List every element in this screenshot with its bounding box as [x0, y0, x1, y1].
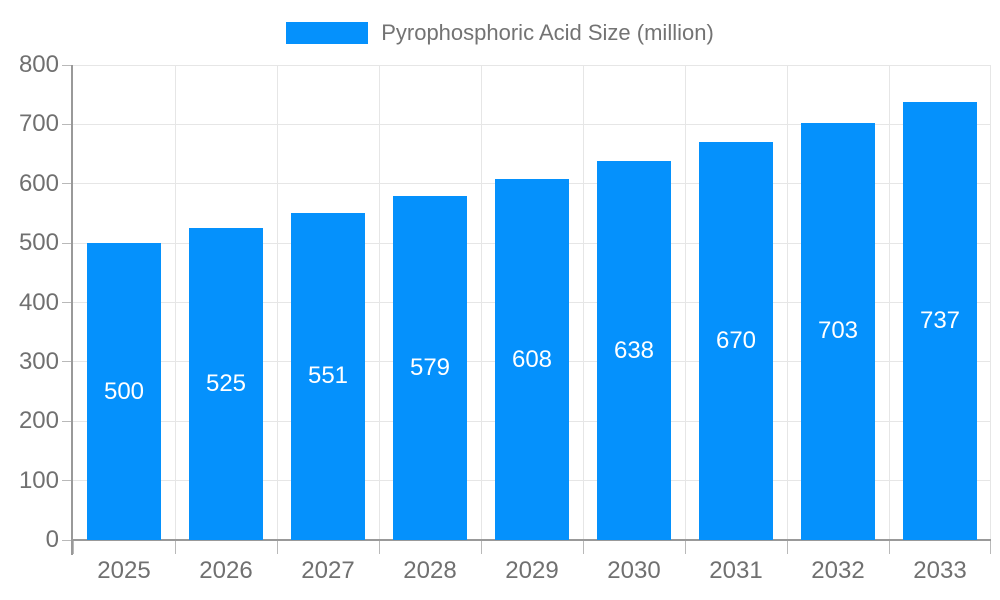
y-axis-tick-label: 500 [18, 229, 59, 257]
y-axis-tick [62, 361, 73, 363]
x-axis-tick [480, 540, 482, 554]
legend[interactable]: Pyrophosphoric Acid Size (million) [0, 20, 1000, 46]
y-axis-tick-label: 400 [18, 288, 59, 316]
x-axis-tick-label: 2032 [811, 557, 865, 584]
x-axis-tick-label: 2030 [607, 557, 661, 584]
y-axis-tick [62, 539, 73, 541]
y-axis-tick-label: 800 [18, 51, 59, 78]
y-axis-tick-label: 700 [18, 110, 59, 138]
vertical-gridline [786, 65, 788, 540]
legend-label: Pyrophosphoric Acid Size (million) [381, 20, 714, 45]
bar-value-label: 737 [919, 307, 961, 335]
x-axis-tick [378, 540, 380, 554]
y-axis-tick [62, 420, 73, 422]
y-axis-tick-label: 200 [18, 407, 59, 435]
x-axis-tick-label: 2029 [505, 557, 559, 584]
x-axis-tick [582, 540, 584, 554]
vertical-gridline [174, 65, 176, 540]
y-axis-tick [62, 64, 73, 66]
y-axis-tick-label: 300 [18, 347, 59, 375]
vertical-gridline [378, 65, 380, 540]
bar-value-label: 579 [409, 354, 451, 382]
x-axis-line [71, 539, 991, 541]
y-axis-tick-label: 100 [18, 466, 59, 494]
vertical-gridline [582, 65, 584, 540]
bar-value-label: 608 [511, 345, 553, 373]
x-axis-tick-label: 2031 [709, 557, 763, 584]
vertical-gridline [990, 65, 991, 540]
y-axis-tick [62, 123, 73, 125]
bar[interactable]: 551 [291, 212, 365, 540]
x-axis-tick-label: 2027 [301, 557, 355, 584]
y-axis-tick [62, 183, 73, 185]
bar[interactable]: 703 [801, 122, 875, 540]
bar-value-label: 670 [715, 327, 757, 355]
x-axis-tick [174, 540, 176, 554]
y-axis-tick [62, 302, 73, 303]
x-axis-tick-label: 2028 [403, 557, 457, 584]
bar-value-label: 525 [205, 370, 247, 398]
x-axis-tick [72, 540, 74, 554]
x-axis-tick [888, 540, 890, 554]
vertical-gridline [480, 65, 482, 540]
horizontal-gridline [73, 123, 991, 125]
x-axis-tick [276, 540, 278, 554]
x-axis-tick-label: 2033 [913, 557, 967, 584]
bar[interactable]: 579 [393, 196, 467, 540]
y-axis-tick-label: 600 [18, 169, 59, 197]
x-axis-tick [786, 540, 788, 554]
bar-value-label: 703 [817, 317, 859, 345]
y-axis-tick [62, 480, 73, 482]
bar[interactable]: 500 [87, 243, 161, 540]
y-axis-tick [62, 242, 73, 244]
vertical-gridline [684, 65, 686, 540]
vertical-gridline [888, 65, 890, 540]
x-axis-tick [990, 540, 991, 554]
y-axis-tick-label: 0 [45, 526, 59, 553]
bar[interactable]: 608 [495, 179, 569, 540]
x-axis-tick-label: 2025 [97, 557, 151, 584]
bar-value-label: 551 [307, 362, 349, 390]
bar[interactable]: 737 [903, 102, 977, 540]
x-axis-tick-label: 2026 [199, 557, 253, 584]
bar[interactable]: 525 [189, 228, 263, 540]
bar[interactable]: 670 [699, 142, 773, 540]
bar-value-label: 500 [103, 377, 145, 405]
horizontal-gridline [73, 64, 991, 66]
bar-value-label: 638 [613, 336, 655, 364]
vertical-gridline [276, 65, 278, 540]
x-axis-tick [684, 540, 686, 554]
bar[interactable]: 638 [597, 161, 671, 540]
plot-area: 0 100 200 300 400 500 600 700 800 500 2025 525 2026 5… [19, 53, 991, 584]
legend-swatch [286, 22, 369, 44]
y-axis-line [71, 65, 73, 555]
